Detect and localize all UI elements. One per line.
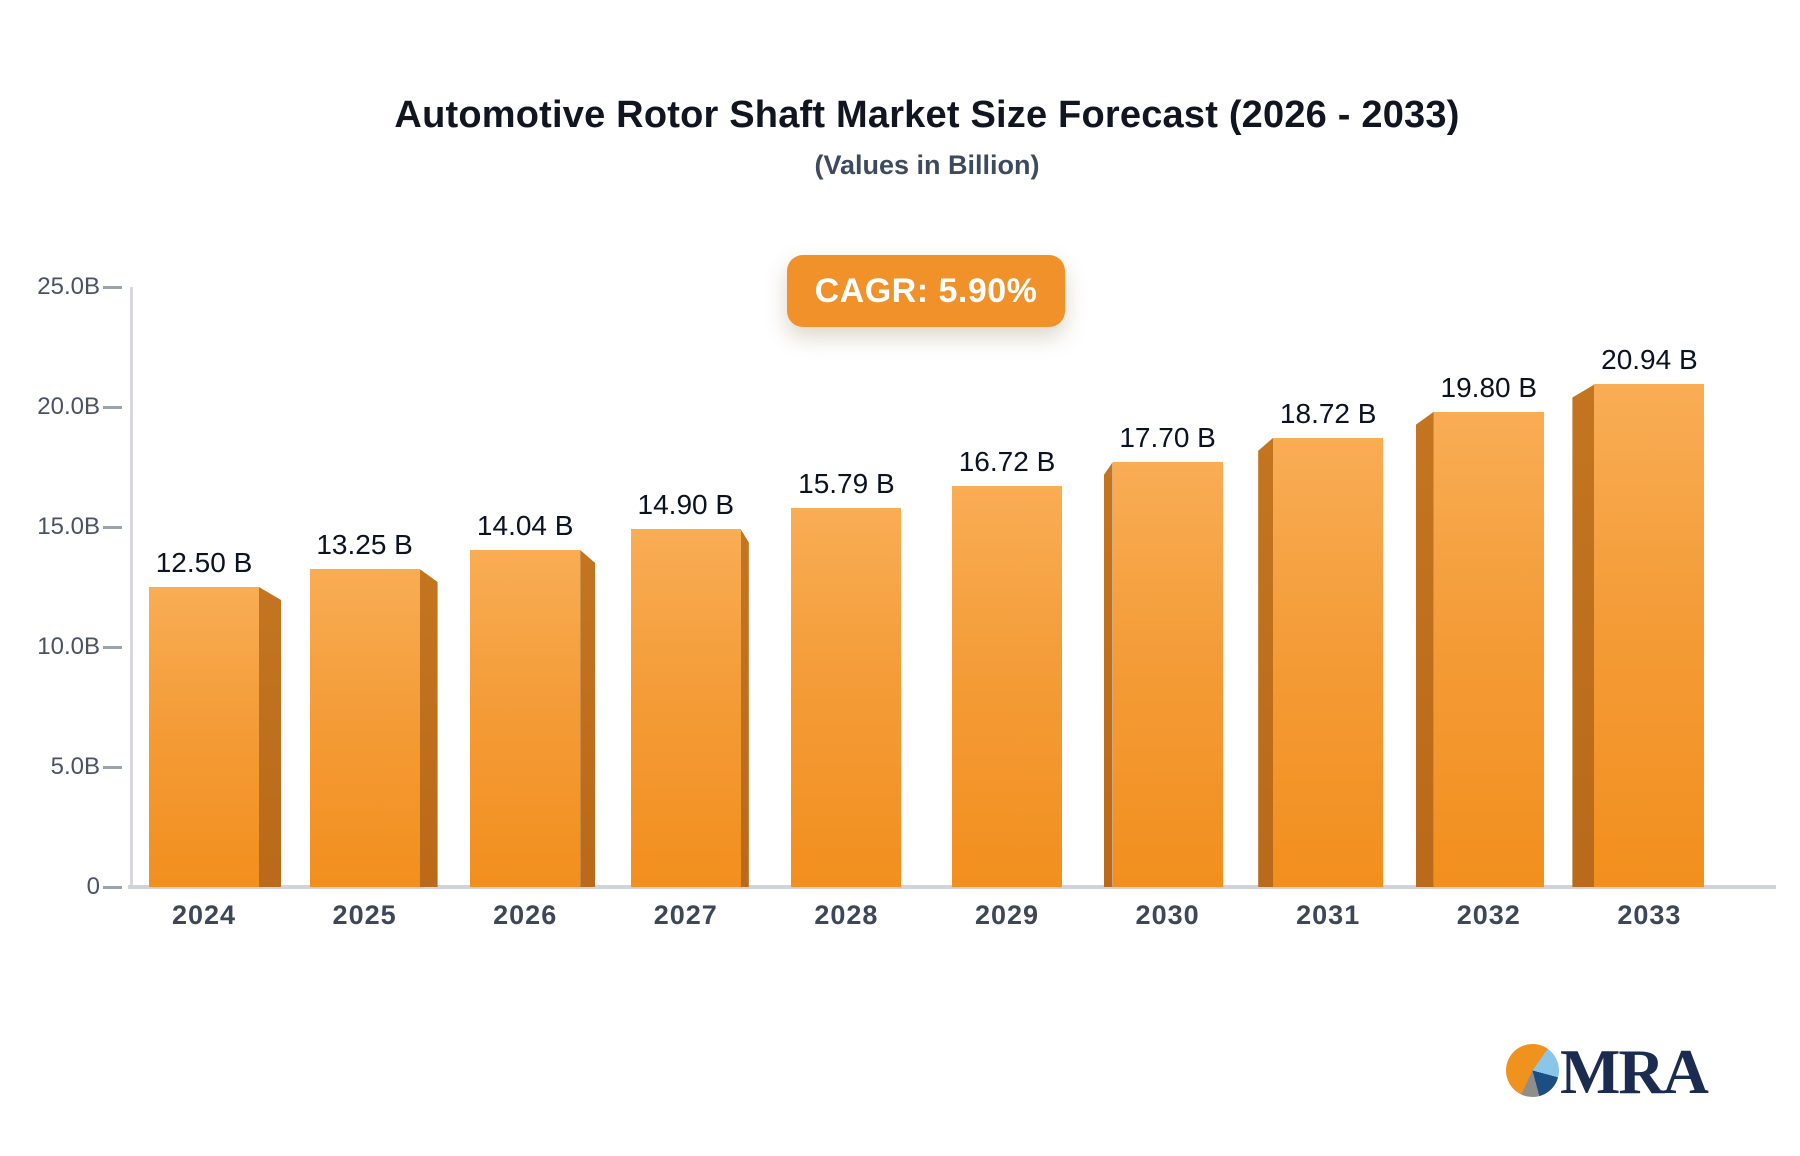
y-tick-label: 15.0B (37, 513, 100, 540)
y-tick-label: 0 (86, 873, 100, 900)
y-tick-label: 5.0B (50, 753, 100, 780)
bar-3d-side-2026 (580, 550, 596, 887)
bar-3d-side-2032 (1415, 411, 1434, 887)
x-category-label-2024: 2024 (171, 900, 237, 930)
cagr-badge-label: CAGR: 5.90% (814, 271, 1038, 310)
bar-3d-side-2033 (1572, 384, 1595, 887)
bar-2025 (309, 569, 420, 887)
y-axis-line (130, 287, 133, 888)
x-category-label-2029: 2029 (974, 900, 1040, 930)
x-category-label-2027: 2027 (653, 900, 718, 930)
y-tick-label: 25.0B (37, 273, 100, 300)
bar-value-label-2030: 17.70 B (1119, 422, 1216, 454)
bar-3d-side-2024 (259, 587, 281, 887)
x-category-label-2030: 2030 (1135, 900, 1200, 930)
y-tick-mark (103, 286, 122, 289)
bar-2027 (630, 529, 741, 887)
bar-value-label-2025: 13.25 B (316, 529, 413, 560)
x-category-label-2033: 2033 (1617, 900, 1682, 930)
x-category-label-2025: 2025 (332, 900, 397, 930)
y-tick-mark (103, 406, 122, 409)
x-category-label-2026: 2026 (493, 900, 558, 930)
bar-value-label-2033: 20.94 B (1601, 344, 1698, 376)
bar-value-label-2029: 16.72 B (958, 445, 1056, 477)
y-tick-mark (103, 766, 122, 769)
bar-value-label-2028: 15.79 B (798, 468, 895, 500)
y-tick-mark (103, 526, 122, 529)
bar-value-label-2031: 18.72 B (1279, 397, 1377, 429)
bar-2024 (149, 587, 259, 887)
bar-2033 (1594, 384, 1705, 887)
mra-logo: MRA (1504, 1036, 1764, 1110)
cagr-badge: CAGR: 5.90% (787, 255, 1065, 327)
bar-value-label-2027: 14.90 B (637, 489, 735, 521)
y-tick-label: 10.0B (37, 633, 100, 660)
bar-3d-side-2030 (1103, 462, 1113, 887)
bar-value-label-2032: 19.80 B (1440, 371, 1538, 403)
y-tick-label: 20.0B (37, 393, 100, 420)
x-category-label-2028: 2028 (814, 900, 879, 930)
bar-2026 (470, 550, 581, 887)
x-category-label-2031: 2031 (1296, 900, 1361, 930)
bar-2032 (1433, 411, 1544, 887)
bar-2031 (1273, 437, 1384, 887)
bar-2029 (952, 485, 1062, 887)
x-category-label-2032: 2032 (1456, 900, 1521, 930)
bar-2028 (791, 508, 902, 887)
bar-3d-side-2025 (419, 569, 438, 887)
chart-title: Automotive Rotor Shaft Market Size Forec… (394, 94, 1460, 136)
bar-3d-side-2027 (740, 529, 749, 887)
x-axis-baseline (128, 885, 1776, 889)
bar-3d-side-2031 (1258, 437, 1274, 887)
bar-value-label-2024: 12.50 B (155, 547, 253, 578)
y-tick-mark (103, 646, 122, 649)
pie-chart-logo-icon (1506, 1044, 1559, 1097)
logo-text: MRA (1560, 1036, 1709, 1107)
bar-value-label-2026: 14.04 B (476, 510, 574, 542)
bar-2030 (1112, 462, 1223, 887)
chart-subtitle: (Values in Billion) (814, 150, 1040, 180)
y-tick-mark (103, 886, 122, 889)
